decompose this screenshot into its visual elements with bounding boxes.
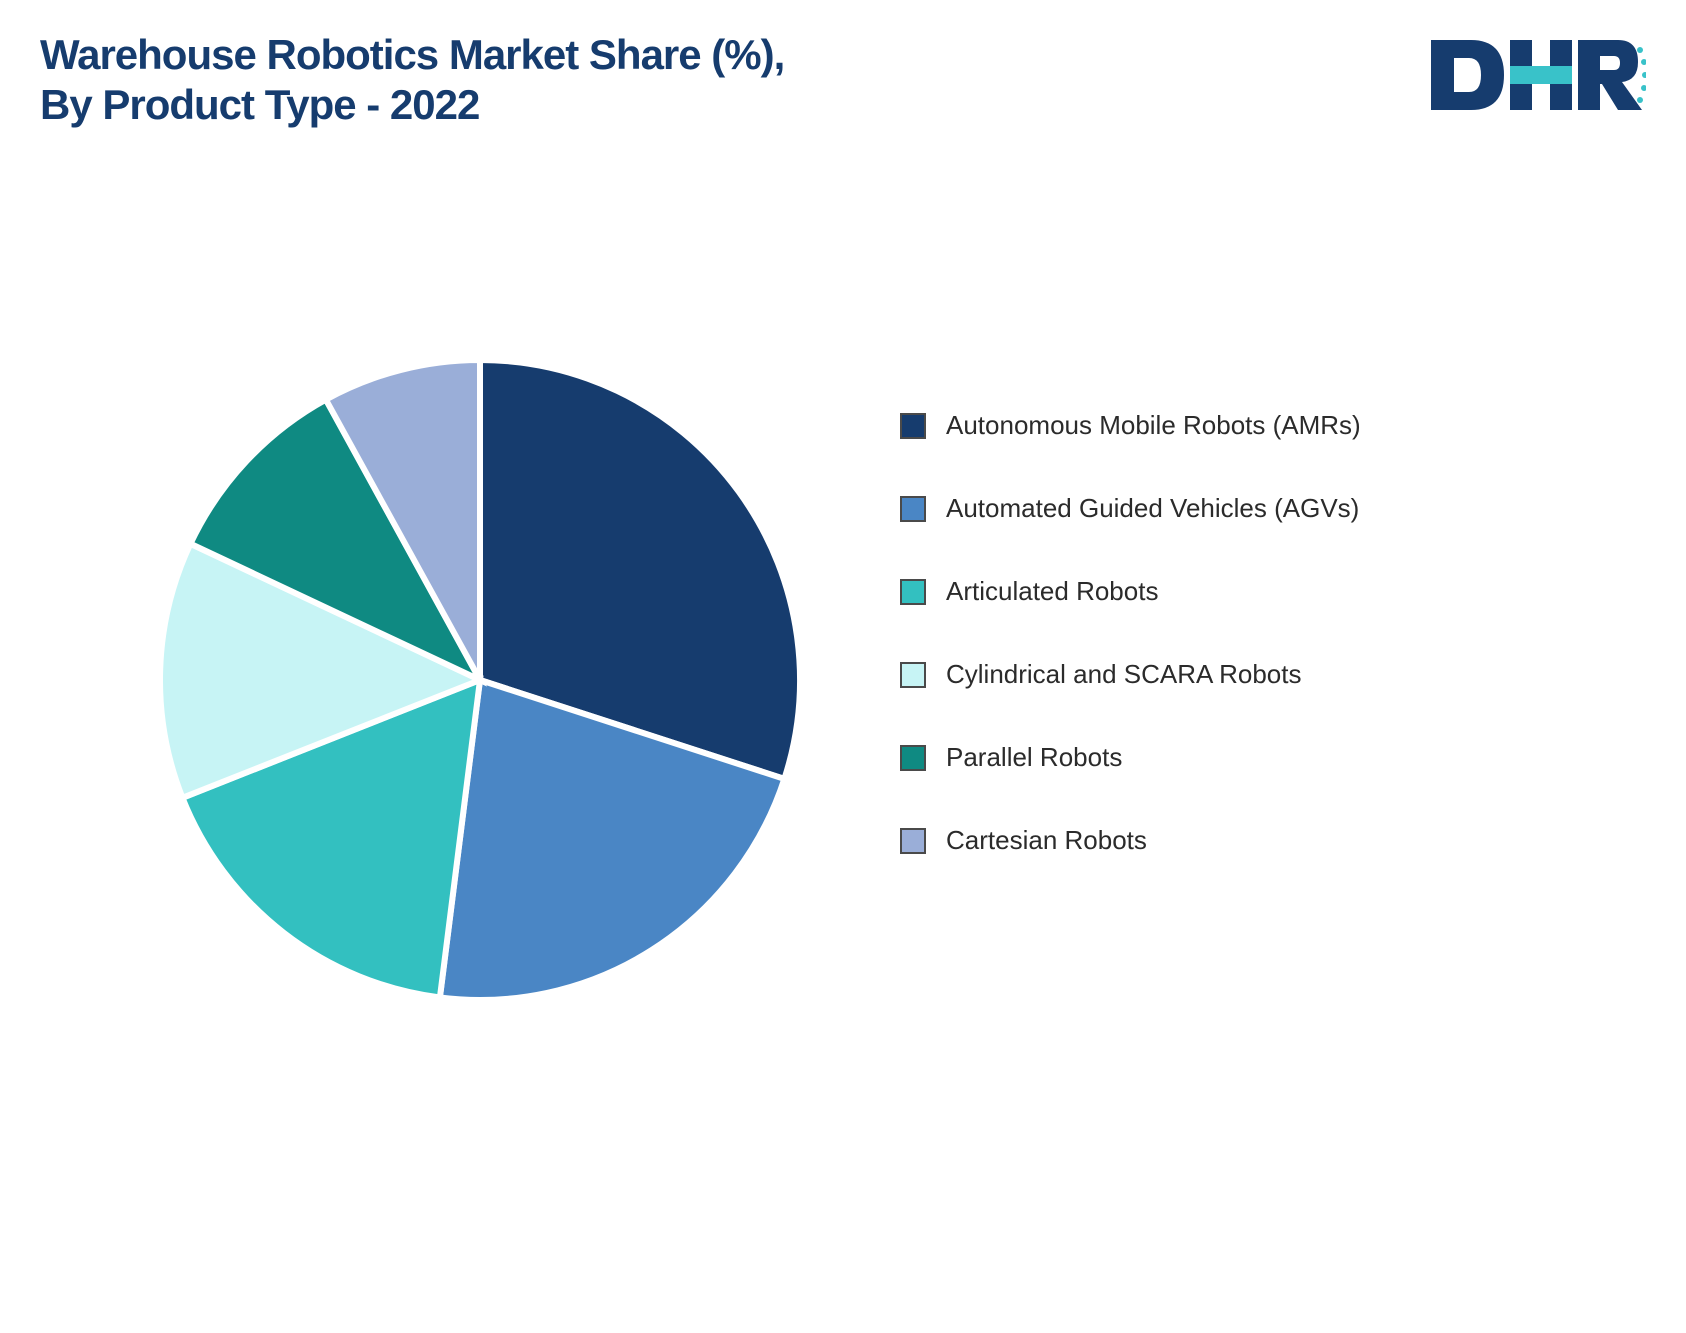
legend-swatch-3 [900,662,926,688]
chart-legend: Autonomous Mobile Robots (AMRs) Automated… [900,410,1361,856]
legend-label-0: Autonomous Mobile Robots (AMRs) [946,410,1361,441]
legend-label-3: Cylindrical and SCARA Robots [946,659,1302,690]
legend-item-1: Automated Guided Vehicles (AGVs) [900,493,1361,524]
legend-swatch-4 [900,745,926,771]
legend-swatch-1 [900,496,926,522]
chart-canvas: Warehouse Robotics Market Share (%), By … [0,0,1686,1333]
pie-slices-group [160,360,800,1000]
legend-label-1: Automated Guided Vehicles (AGVs) [946,493,1359,524]
legend-label-5: Cartesian Robots [946,825,1147,856]
legend-swatch-0 [900,413,926,439]
legend-swatch-2 [900,579,926,605]
legend-item-5: Cartesian Robots [900,825,1361,856]
legend-swatch-5 [900,828,926,854]
legend-item-0: Autonomous Mobile Robots (AMRs) [900,410,1361,441]
legend-item-4: Parallel Robots [900,742,1361,773]
legend-label-2: Articulated Robots [946,576,1158,607]
legend-item-3: Cylindrical and SCARA Robots [900,659,1361,690]
legend-item-2: Articulated Robots [900,576,1361,607]
legend-label-4: Parallel Robots [946,742,1122,773]
pie-chart [0,0,1686,1333]
